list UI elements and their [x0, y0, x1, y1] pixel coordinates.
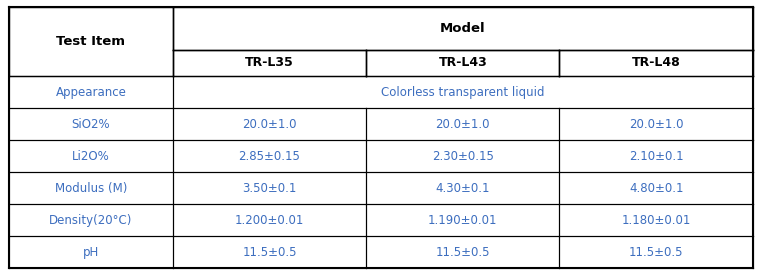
- Bar: [173, 7, 753, 50]
- Bar: [366, 108, 559, 140]
- Bar: [173, 204, 366, 236]
- Text: 1.190±0.01: 1.190±0.01: [428, 214, 498, 227]
- Text: 11.5±0.5: 11.5±0.5: [436, 246, 490, 258]
- Bar: [9, 76, 173, 108]
- Bar: [559, 204, 753, 236]
- Text: 2.85±0.15: 2.85±0.15: [239, 150, 300, 163]
- Bar: [173, 236, 366, 268]
- Text: Modulus (M): Modulus (M): [55, 182, 127, 195]
- Text: SiO2%: SiO2%: [72, 118, 110, 131]
- Bar: [366, 140, 559, 172]
- Bar: [173, 172, 366, 204]
- Bar: [559, 140, 753, 172]
- Text: 4.30±0.1: 4.30±0.1: [436, 182, 490, 195]
- Bar: [366, 172, 559, 204]
- Text: Li2O%: Li2O%: [72, 150, 110, 163]
- Bar: [173, 108, 366, 140]
- Text: 1.180±0.01: 1.180±0.01: [622, 214, 691, 227]
- Bar: [173, 50, 366, 76]
- Text: Model: Model: [440, 22, 485, 35]
- Text: 1.200±0.01: 1.200±0.01: [235, 214, 304, 227]
- Bar: [559, 172, 753, 204]
- Bar: [559, 50, 753, 76]
- Text: pH: pH: [83, 246, 99, 258]
- Text: 3.50±0.1: 3.50±0.1: [242, 182, 296, 195]
- Bar: [9, 108, 173, 140]
- Bar: [9, 172, 173, 204]
- Text: 11.5±0.5: 11.5±0.5: [242, 246, 296, 258]
- Bar: [366, 50, 559, 76]
- Text: Density(20°C): Density(20°C): [50, 214, 133, 227]
- Text: Appearance: Appearance: [56, 86, 126, 99]
- Bar: [173, 140, 366, 172]
- Bar: [9, 236, 173, 268]
- Bar: [9, 140, 173, 172]
- Text: TR-L43: TR-L43: [438, 56, 487, 69]
- Bar: [9, 204, 173, 236]
- Bar: [559, 108, 753, 140]
- Text: TR-L48: TR-L48: [632, 56, 680, 69]
- Text: 20.0±1.0: 20.0±1.0: [436, 118, 490, 131]
- Text: Colorless transparent liquid: Colorless transparent liquid: [381, 86, 545, 99]
- Bar: [559, 236, 753, 268]
- Text: 2.30±0.15: 2.30±0.15: [432, 150, 494, 163]
- Text: TR-L35: TR-L35: [245, 56, 294, 69]
- Text: 20.0±1.0: 20.0±1.0: [242, 118, 296, 131]
- Text: Test Item: Test Item: [56, 35, 126, 48]
- Text: 11.5±0.5: 11.5±0.5: [629, 246, 684, 258]
- Text: 4.80±0.1: 4.80±0.1: [629, 182, 684, 195]
- Bar: [366, 236, 559, 268]
- Bar: [9, 7, 173, 76]
- Text: 2.10±0.1: 2.10±0.1: [629, 150, 684, 163]
- Text: 20.0±1.0: 20.0±1.0: [629, 118, 684, 131]
- Bar: [366, 204, 559, 236]
- Bar: [173, 76, 753, 108]
